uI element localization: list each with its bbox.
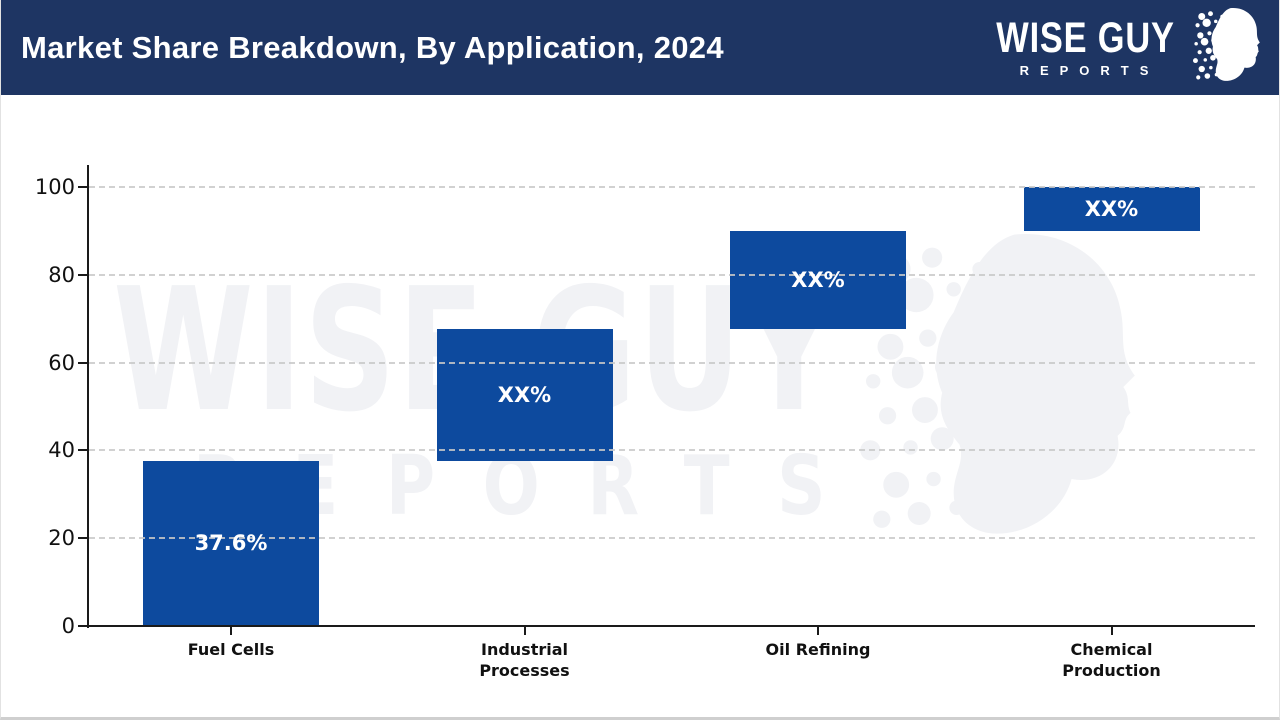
x-axis-tick-mark — [1110, 627, 1113, 635]
bar-oil-refining — [730, 230, 906, 330]
logo-sub: REPORTS — [1019, 63, 1160, 78]
y-axis-tick-mark — [78, 537, 88, 540]
gridline — [89, 273, 1255, 276]
y-axis-tick-mark — [78, 273, 88, 276]
y-axis-line — [87, 165, 89, 628]
y-axis-tick-label: 20 — [48, 526, 75, 551]
gridline — [89, 361, 1255, 364]
y-axis-tick-mark — [78, 449, 88, 452]
y-axis-tick-mark — [78, 186, 88, 188]
y-axis-tick-label: 100 — [34, 175, 75, 199]
bar-value-label: XX% — [497, 383, 552, 408]
gridline — [89, 449, 1255, 452]
x-axis-line — [87, 625, 1255, 627]
x-axis-category-label: Oil Refining — [765, 640, 871, 659]
x-axis-category-label: Fuel Cells — [187, 640, 275, 659]
gridline — [89, 186, 1255, 188]
y-axis-tick-label: 0 — [61, 614, 75, 638]
bar-fuel-cells — [143, 460, 319, 626]
gridline — [89, 537, 1255, 540]
x-axis-tick-mark — [523, 627, 526, 635]
x-axis-category-label: Chemical Production — [1062, 640, 1161, 681]
y-axis-tick-label: 60 — [48, 350, 75, 375]
logo-text: WISE GUY REPORTS — [974, 14, 1197, 79]
bar-chemical-production — [1023, 187, 1200, 231]
y-axis-tick-mark — [78, 625, 88, 627]
logo-name: WISE GUY — [996, 14, 1175, 62]
y-axis-tick-label: 80 — [48, 262, 75, 287]
x-axis-tick-mark — [817, 627, 819, 635]
bar-value-label: XX% — [791, 268, 845, 293]
x-axis-tick-mark — [230, 627, 232, 635]
bar-value-label: 37.6% — [194, 531, 268, 556]
bar-industrial-processes — [436, 329, 613, 461]
y-axis-tick-mark — [78, 361, 88, 364]
page-title: Market Share Breakdown, By Application, … — [21, 29, 724, 65]
y-axis-tick-label: 40 — [48, 438, 75, 463]
wise-guy-logo: WISE GUY REPORTS — [974, 6, 1265, 90]
header-bar: Market Share Breakdown, By Application, … — [1, 0, 1279, 95]
x-axis-category-label: Industrial Processes — [479, 640, 570, 681]
dotted-head-icon — [1191, 6, 1265, 90]
bar-value-label: XX% — [1084, 196, 1139, 221]
